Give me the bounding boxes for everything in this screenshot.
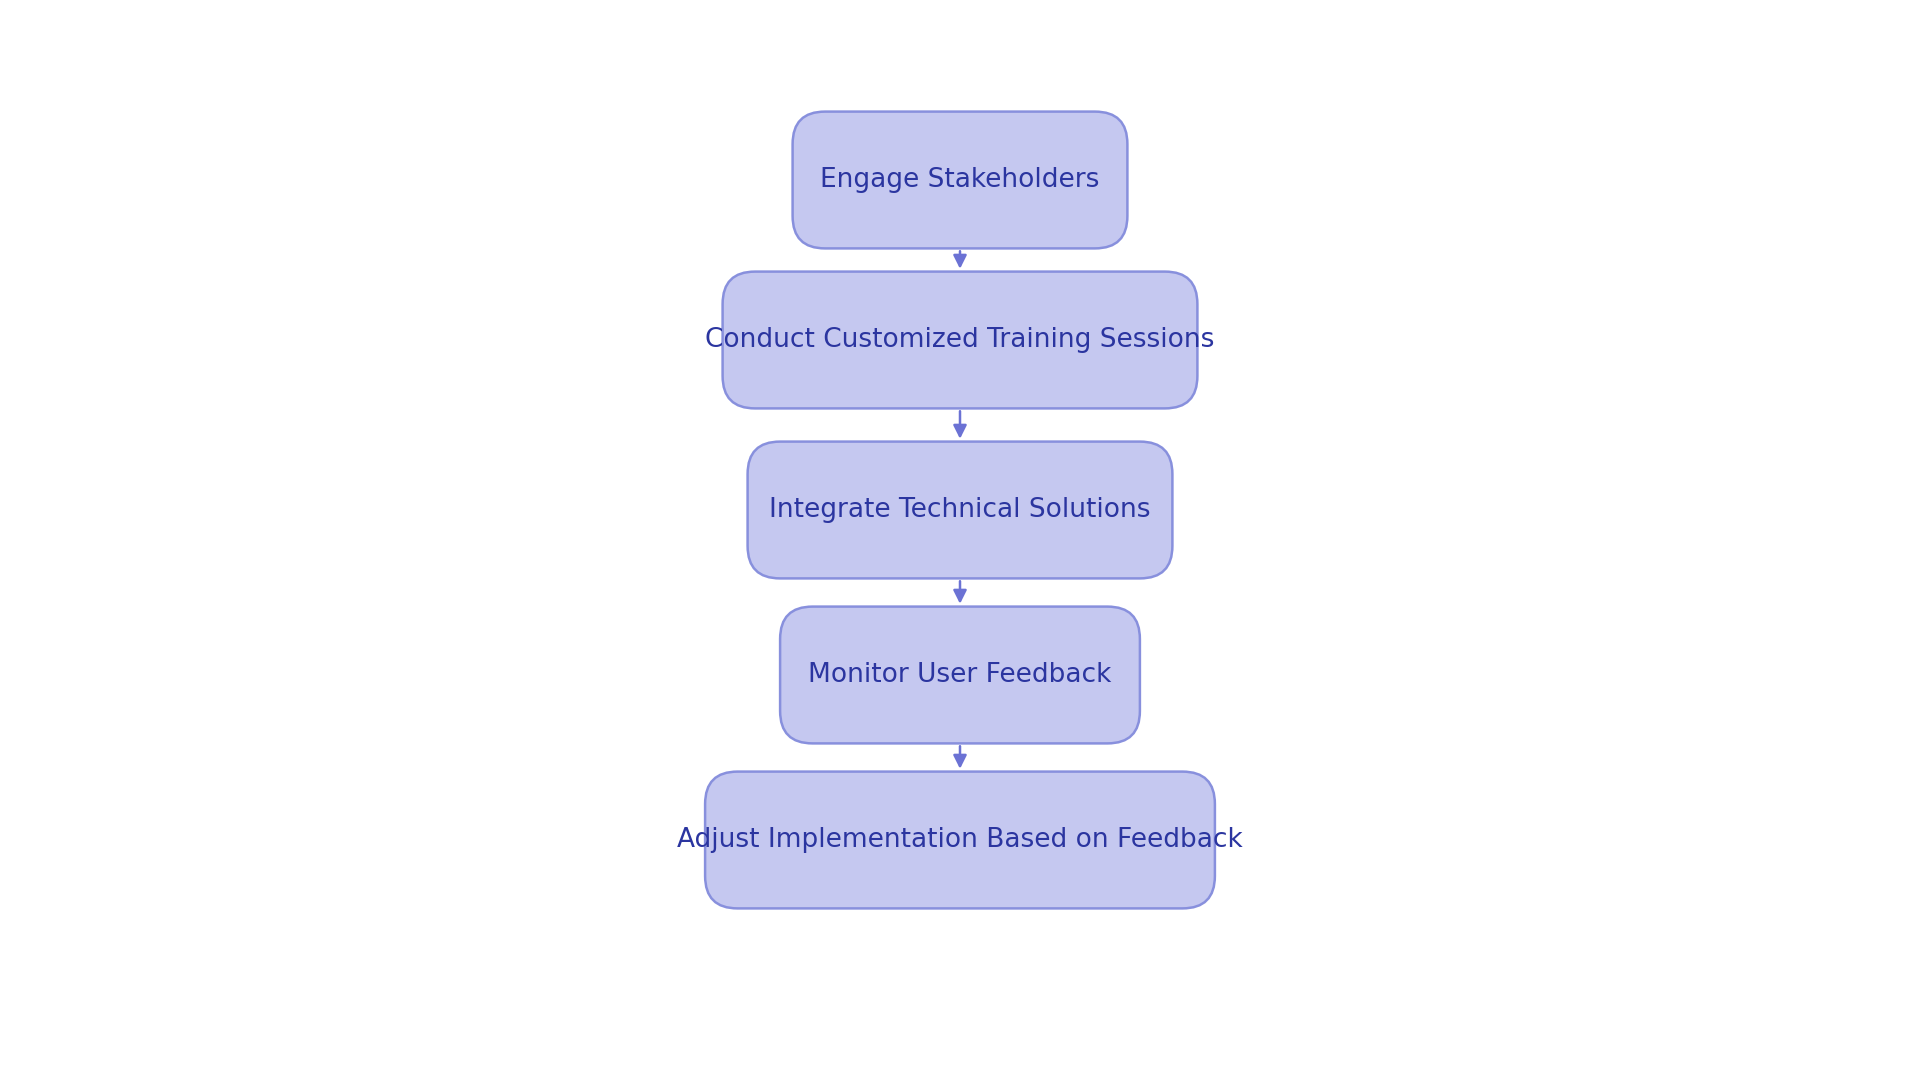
Text: Monitor User Feedback: Monitor User Feedback — [808, 662, 1112, 688]
FancyBboxPatch shape — [793, 112, 1127, 248]
Text: Conduct Customized Training Sessions: Conduct Customized Training Sessions — [705, 327, 1215, 353]
FancyBboxPatch shape — [705, 771, 1215, 909]
FancyBboxPatch shape — [780, 606, 1140, 743]
Text: Engage Stakeholders: Engage Stakeholders — [820, 167, 1100, 193]
Text: Adjust Implementation Based on Feedback: Adjust Implementation Based on Feedback — [678, 827, 1242, 853]
FancyBboxPatch shape — [747, 442, 1173, 578]
FancyBboxPatch shape — [722, 272, 1198, 408]
Text: Integrate Technical Solutions: Integrate Technical Solutions — [770, 497, 1150, 523]
